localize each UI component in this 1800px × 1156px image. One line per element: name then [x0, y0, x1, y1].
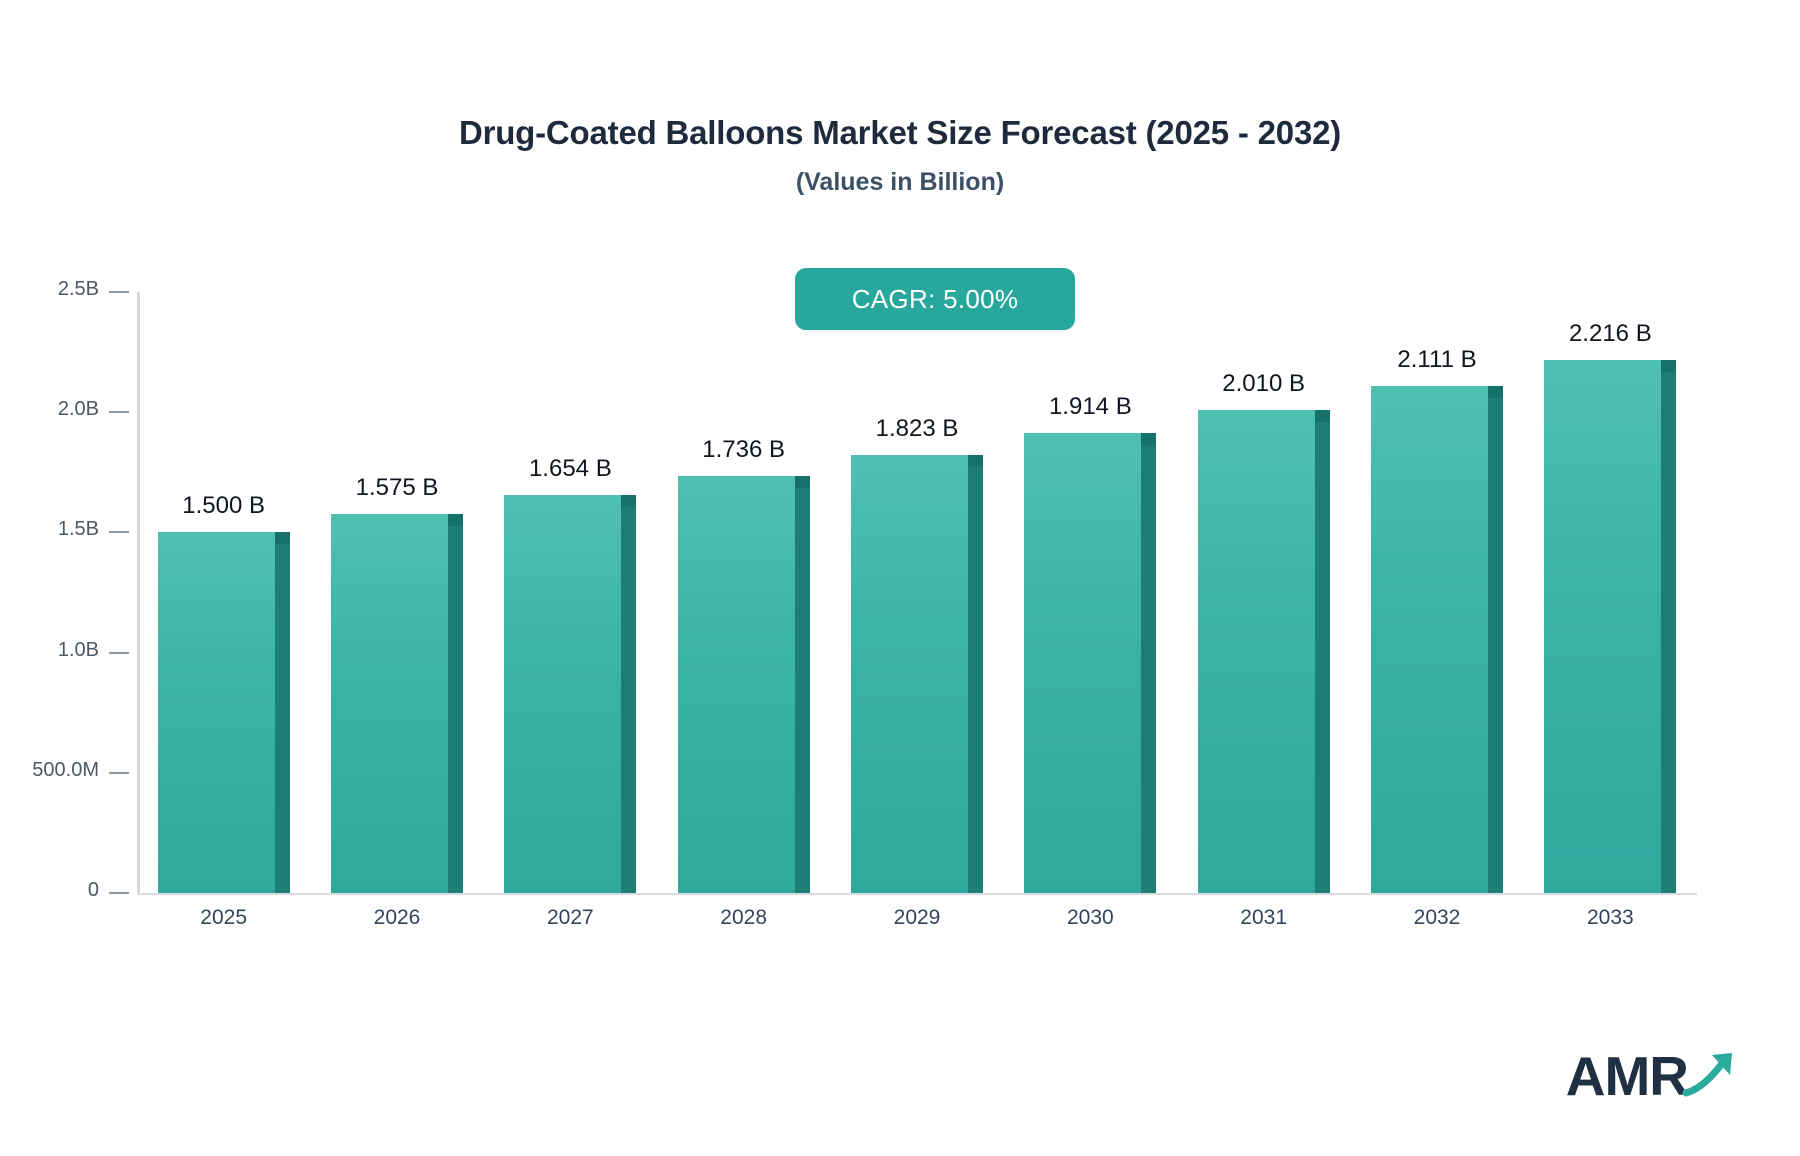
- x-axis-category-label: 2032: [1413, 906, 1461, 929]
- chart-subtitle: (Values in Billion): [795, 168, 1005, 196]
- bar-top-edge: [968, 454, 983, 467]
- x-axis-category-label: 2028: [720, 906, 768, 929]
- bar-side-shadow: [968, 466, 983, 893]
- trend-up-arrow-icon: [1682, 1049, 1744, 1102]
- bar-value-label: 1.736 B: [702, 435, 786, 463]
- y-axis-tick-label: 1.0B: [57, 638, 99, 661]
- bar-side-shadow: [794, 487, 810, 893]
- bar-side-shadow: [1488, 397, 1503, 893]
- bar-value-label: 1.654 B: [528, 455, 612, 483]
- x-axis-category-label: 2025: [200, 906, 248, 929]
- x-axis-category-label: 2031: [1240, 906, 1288, 929]
- bar-side-shadow: [448, 526, 463, 893]
- bar-top-edge: [794, 475, 810, 488]
- bar-side-shadow: [1314, 421, 1330, 893]
- bar-column[interactable]: 2.216 B 2033: [1544, 292, 1677, 929]
- bar-top-edge: [448, 514, 463, 527]
- bar-rect[interactable]: [677, 475, 810, 893]
- cagr-badge-label: CAGR: 5.00%: [851, 283, 1019, 314]
- bar-rect[interactable]: [1024, 432, 1157, 893]
- bar-column[interactable]: 1.654 B 2027: [504, 292, 637, 929]
- bar-top-edge: [274, 532, 290, 545]
- bar-column[interactable]: 2.010 B 2031: [1197, 292, 1330, 929]
- y-axis-tick-label: 1.5B: [57, 518, 99, 541]
- x-axis-category-label: 2033: [1586, 906, 1634, 929]
- y-axis-tick-dash: [109, 892, 129, 894]
- bar-value-label: 1.500 B: [182, 492, 266, 520]
- bar-column[interactable]: 1.575 B 2026: [331, 292, 463, 929]
- y-axis-tick-dash: [109, 411, 129, 414]
- bar-side-shadow: [1661, 372, 1677, 893]
- bar-side-shadow: [621, 507, 637, 893]
- bar-series: 1.500 B 2025 1.575 B 2026 1.654 B 2027 1.736 B…: [137, 292, 1697, 929]
- amr-logo: AMR: [1566, 1049, 1744, 1104]
- x-axis-category-label: 2029: [893, 906, 941, 929]
- bar-value-label: 2.010 B: [1222, 369, 1306, 397]
- bar-value-label: 1.575 B: [355, 474, 439, 502]
- bar-column[interactable]: 1.500 B 2025: [157, 292, 290, 929]
- bar-rect[interactable]: [331, 514, 463, 893]
- bar-column[interactable]: 1.736 B 2028: [677, 292, 810, 929]
- bar-value-label: 2.111 B: [1397, 345, 1477, 373]
- bar-top-edge: [1141, 432, 1157, 445]
- y-axis-tick-label: 0: [87, 879, 99, 901]
- amr-logo-text: AMR: [1565, 1045, 1689, 1107]
- bar-value-label: 1.823 B: [875, 414, 959, 442]
- bar-rect[interactable]: [851, 454, 983, 893]
- y-axis-tick-dash: [109, 771, 129, 774]
- bar-rect[interactable]: [1371, 385, 1503, 893]
- bar-value-label: 1.914 B: [1048, 392, 1132, 420]
- bar-rect[interactable]: [157, 532, 290, 893]
- bar-top-edge: [1488, 385, 1503, 398]
- y-axis-tick-dash: [109, 651, 129, 654]
- y-axis-tick-dash: [109, 291, 129, 293]
- bar-rect[interactable]: [1544, 360, 1677, 893]
- x-axis-category-label: 2027: [546, 906, 594, 929]
- x-axis-line: [137, 893, 1697, 895]
- bar-column[interactable]: 1.914 B 2030: [1024, 292, 1157, 929]
- y-axis-tick-label: 2.5B: [57, 278, 99, 300]
- y-axis-tick-dash: [109, 531, 129, 534]
- bar-top-edge: [621, 495, 637, 508]
- bar-top-edge: [1661, 360, 1677, 373]
- x-axis-category-label: 2030: [1066, 906, 1114, 929]
- y-axis-tick-label: 500.0M: [32, 758, 99, 781]
- bar-top-edge: [1314, 409, 1330, 422]
- bar-side-shadow: [274, 544, 290, 893]
- bar-column[interactable]: 1.823 B 2029: [851, 292, 983, 929]
- bar-value-label: 2.216 B: [1568, 320, 1652, 348]
- bar-rect[interactable]: [1197, 409, 1330, 893]
- bar-column[interactable]: 2.111 B 2032: [1371, 292, 1503, 929]
- y-axis-line: [137, 292, 140, 893]
- page-title: Drug-Coated Balloons Market Size Forecas…: [458, 114, 1342, 151]
- cagr-badge: CAGR: 5.00%: [795, 268, 1075, 330]
- x-axis-category-label: 2026: [373, 906, 421, 929]
- bar-side-shadow: [1141, 444, 1157, 893]
- y-axis-tick-label: 2.0B: [57, 398, 99, 421]
- bar-rect[interactable]: [504, 495, 637, 893]
